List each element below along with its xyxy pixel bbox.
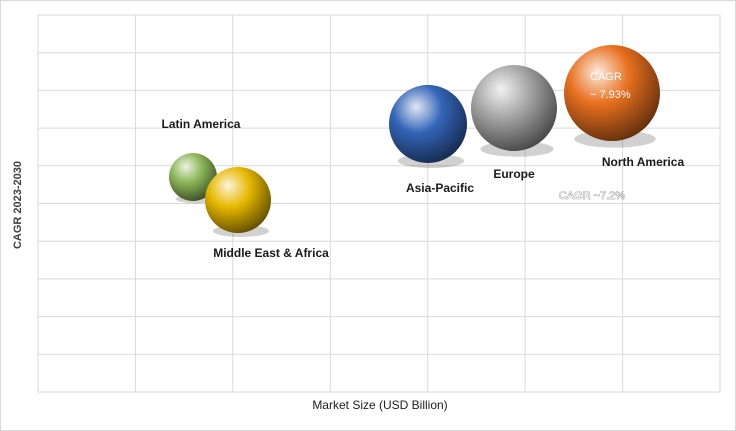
bubble-latin-america[interactable] [169,153,217,201]
annotation: ~ 7.93% [590,89,631,101]
bubble-label: Europe [493,167,535,181]
bubble-north-america[interactable] [564,45,660,141]
bubble-asia-pacific[interactable] [389,85,467,163]
bubble-europe[interactable] [471,65,557,151]
x-axis-label: Market Size (USD Billion) [312,398,448,412]
y-axis-label: CAGR 2023-2030 [12,160,24,250]
bubbles [169,45,660,237]
annotation: CAGR [590,71,622,83]
bubble-label: Middle East & Africa [213,246,329,260]
bubble-label: Latin America [162,117,241,131]
annotation: CAGR ~7.2% [559,190,626,202]
bubble-label: Asia-Pacific [406,181,474,195]
bubble-middle-east-africa[interactable] [205,167,271,233]
bubble-label: North America [602,155,685,169]
bubble-labels: Latin America Middle East & Africa Asia-Pa… [162,71,685,260]
